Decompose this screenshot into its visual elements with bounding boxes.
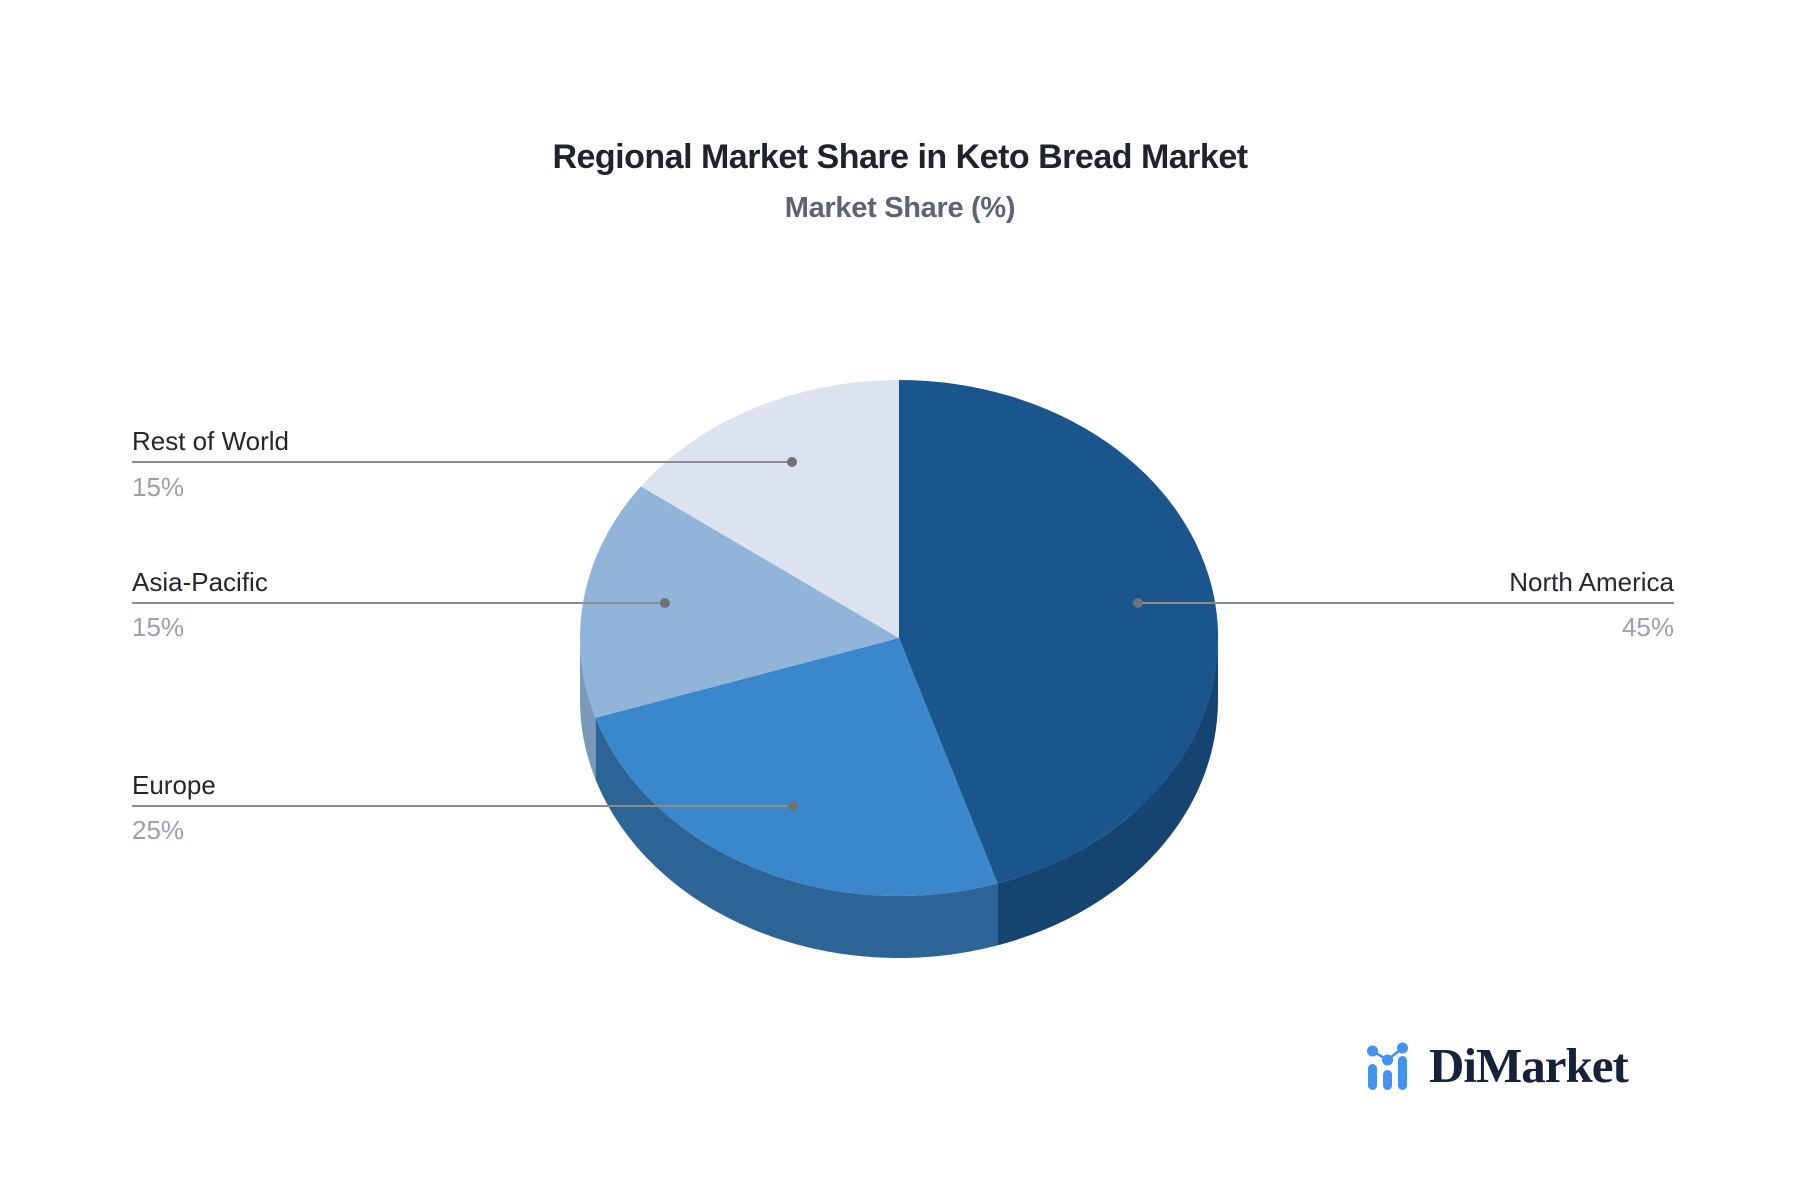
callout-value-europe: 25% xyxy=(132,815,185,845)
callout-label-europe: Europe xyxy=(132,770,216,800)
leader-dot-europe xyxy=(788,801,798,811)
pie-slice-europe[interactable] xyxy=(595,638,998,897)
dimarket-logo: DiMarket xyxy=(1363,1038,1629,1093)
pie-side-north-america xyxy=(997,638,1218,946)
leader-dot-asia-pacific xyxy=(660,598,670,608)
callout-value-asia-pacific: 15% xyxy=(132,612,185,642)
chart-subtitle: Market Share (%) xyxy=(784,192,1016,224)
bar-line-chart-icon xyxy=(1367,1042,1408,1090)
pie-side-asia-pacific xyxy=(580,638,596,780)
callout-value-rest-of-world: 15% xyxy=(132,472,185,502)
pie-side-europe xyxy=(595,717,998,959)
pie-slice-asia-pacific[interactable] xyxy=(580,486,899,718)
callout-label-asia-pacific: Asia-Pacific xyxy=(132,567,268,597)
pie-slice-north-america[interactable] xyxy=(899,380,1219,884)
leader-dot-rest-of-world xyxy=(787,457,797,467)
pie-slice-rest-of-world[interactable] xyxy=(640,380,899,638)
callout-label-rest-of-world: Rest of World xyxy=(132,426,290,456)
callout-value-north-america: 45% xyxy=(1621,612,1674,642)
leader-dot-north-america xyxy=(1133,598,1143,608)
callout-label-north-america: North America xyxy=(1509,567,1674,597)
logo-wordmark: DiMarket xyxy=(1429,1038,1629,1093)
chart-title: Regional Market Share in Keto Bread Mark… xyxy=(552,138,1248,176)
